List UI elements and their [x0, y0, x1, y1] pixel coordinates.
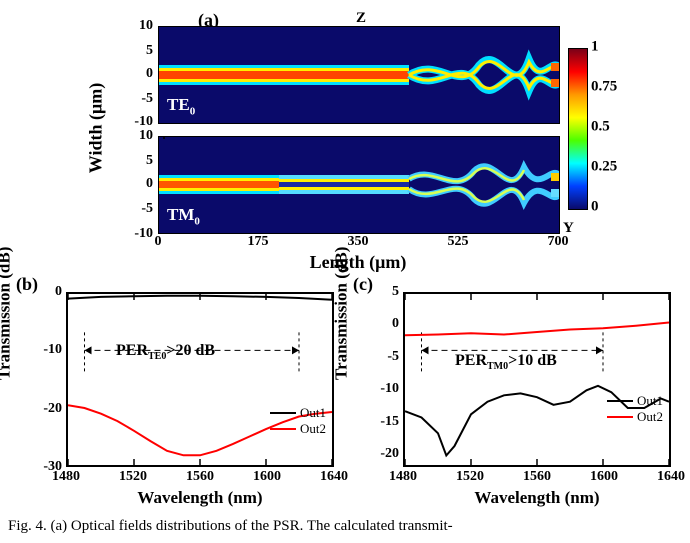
- panel-b-y-ticks: 0 -10 -20 -30: [26, 292, 62, 467]
- panel-c-lines: [405, 294, 669, 465]
- panel-c: (c) Transmission (dB) 5 0 -5 -10 -15 -20…: [345, 272, 682, 512]
- panel-a: (a) Z Width (μm) 10 5 0 -5 -10 10 5 0 -5…: [8, 8, 682, 268]
- ytick: -15: [380, 414, 399, 430]
- tm0-field: [159, 137, 559, 233]
- panel-c-legend: Out1 Out2: [607, 393, 663, 425]
- xtick: 1520: [456, 469, 484, 485]
- ytick: -5: [141, 91, 153, 107]
- arrow-right-icon: [559, 221, 560, 234]
- panel-b-lines: [68, 294, 332, 465]
- xtick: 1480: [52, 469, 80, 485]
- heatmap-tm0: TM0: [158, 136, 560, 234]
- legend-out1: Out1: [300, 405, 326, 421]
- xtick: 1640: [320, 469, 348, 485]
- ytick: 10: [139, 18, 153, 34]
- te0-label: TE0: [167, 95, 195, 117]
- panel-c-plot: PERTM0>10 dB Out1 Out2: [403, 292, 671, 467]
- ytick: 0: [392, 316, 399, 332]
- ytick: -10: [43, 342, 62, 358]
- xtick: 1520: [119, 469, 147, 485]
- ytick: 5: [146, 153, 153, 169]
- heatmap-te0: TE0: [158, 26, 560, 124]
- panel-b-legend: Out1 Out2: [270, 405, 326, 437]
- ytick: -10: [134, 226, 153, 242]
- xtick: 1600: [590, 469, 618, 485]
- ytick: 5: [392, 284, 399, 300]
- cb-tick: 1: [591, 39, 599, 56]
- xtick: 1560: [186, 469, 214, 485]
- ytick: -5: [387, 349, 399, 365]
- xtick: 1600: [253, 469, 281, 485]
- panel-c-x-label: Wavelength (nm): [474, 488, 599, 508]
- panel-b-x-ticks: 1480 1520 1560 1600 1640: [66, 469, 334, 487]
- ytick: 0: [146, 66, 153, 82]
- ytick: -5: [141, 201, 153, 217]
- ytick: -20: [43, 401, 62, 417]
- ytick: -10: [380, 381, 399, 397]
- panel-c-annotation: PERTM0>10 dB: [455, 352, 557, 372]
- ytick: 5: [146, 43, 153, 59]
- ytick: 0: [146, 176, 153, 192]
- tm0-label: TM0: [167, 205, 200, 227]
- z-axis-label: Z: [356, 10, 366, 27]
- ytick: 10: [139, 128, 153, 144]
- colorbar: [568, 48, 588, 210]
- legend-out1: Out1: [637, 393, 663, 409]
- panel-b-annotation: PERTE0>20 dB: [116, 342, 215, 362]
- panel-c-x-ticks: 1480 1520 1560 1600 1640: [403, 469, 671, 487]
- panel-b-x-label: Wavelength (nm): [137, 488, 262, 508]
- figure: (a) Z Width (μm) 10 5 0 -5 -10 10 5 0 -5…: [8, 8, 682, 535]
- legend-out2: Out2: [637, 409, 663, 425]
- bottom-row: (b) Transmission (dB) 0 -10 -20 -30 PERT…: [8, 272, 682, 512]
- cb-tick: 0.25: [591, 159, 617, 176]
- ytick: -20: [380, 446, 399, 462]
- te0-field: [159, 27, 559, 123]
- xtick: 1480: [389, 469, 417, 485]
- panel-c-y-ticks: 5 0 -5 -10 -15 -20: [363, 292, 399, 467]
- xtick: 1560: [523, 469, 551, 485]
- xtick: 175: [248, 234, 269, 250]
- arrow-up-icon: [158, 136, 171, 139]
- panel-b-plot: PERTE0>20 dB Out1 Out2: [66, 292, 334, 467]
- ytick: 0: [55, 284, 62, 300]
- cb-tick: 0.5: [591, 119, 610, 136]
- panel-c-y-label: Transmission (dB): [331, 247, 351, 380]
- cb-tick: 0: [591, 199, 599, 216]
- width-axis-label: Width (μm): [86, 83, 107, 173]
- xtick: 1640: [657, 469, 685, 485]
- panel-a-y-ticks: 10 5 0 -5 -10 10 5 0 -5 -10: [113, 26, 153, 234]
- xtick: 0: [155, 234, 162, 250]
- xtick: 700: [548, 234, 569, 250]
- legend-out2: Out2: [300, 421, 326, 437]
- panel-b-y-label: Transmission (dB): [0, 247, 14, 380]
- caption: Fig. 4. (a) Optical fields distributions…: [8, 518, 682, 535]
- panel-b: (b) Transmission (dB) 0 -10 -20 -30 PERT…: [8, 272, 345, 512]
- xtick: 525: [448, 234, 469, 250]
- panel-a-x-ticks: 0 175 350 525 700: [158, 234, 558, 252]
- cb-tick: 0.75: [591, 79, 617, 96]
- length-axis-label: Length (μm): [310, 252, 407, 273]
